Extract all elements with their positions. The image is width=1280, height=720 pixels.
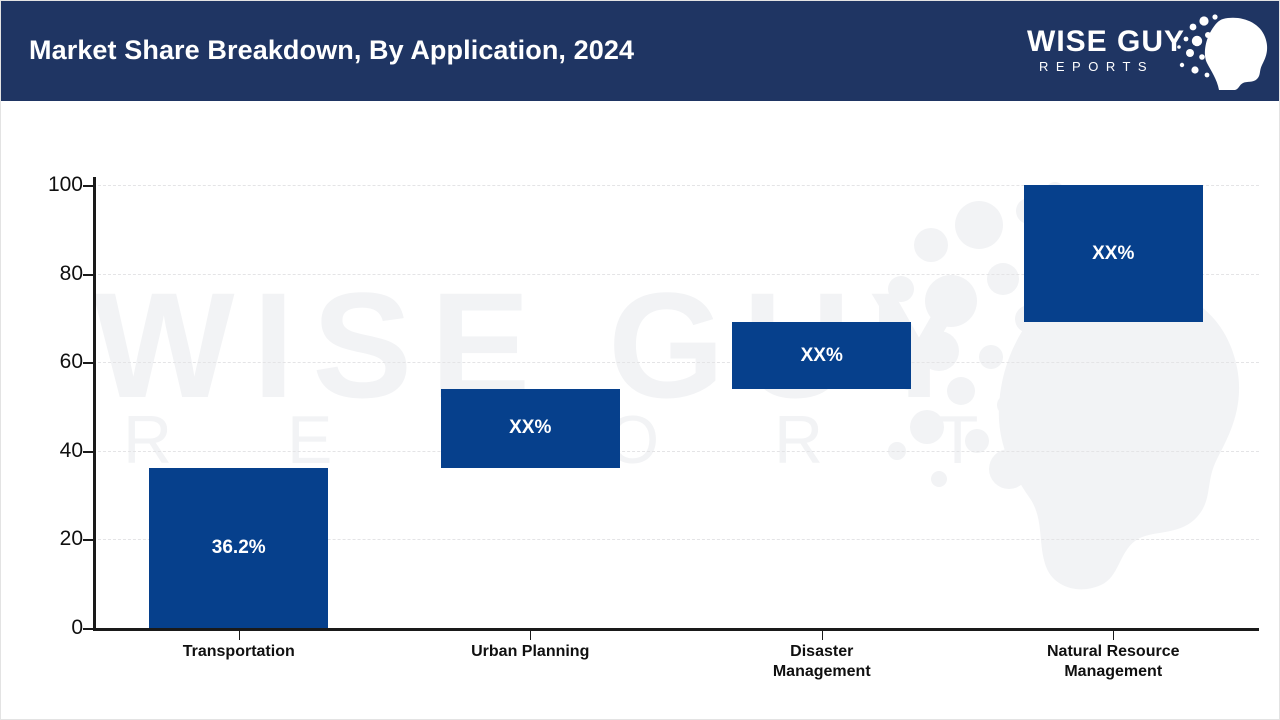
logo-wordmark: WISE GUY xyxy=(1027,25,1186,58)
chart-plot-area: WISE GUY R E P O R T S xyxy=(1,101,1279,719)
gridline xyxy=(93,450,1259,452)
bar-value-label: XX% xyxy=(800,344,843,366)
bar-1[interactable]: 36.2% xyxy=(149,467,329,628)
y-tick-mark xyxy=(83,539,93,542)
y-axis-line xyxy=(93,177,96,629)
bar-3[interactable]: XX% xyxy=(732,322,912,389)
x-tick-mark xyxy=(821,630,823,640)
y-tick-label: 20 xyxy=(59,527,83,551)
header-bar: Market Share Breakdown, By Application, … xyxy=(1,1,1279,101)
category-label-1: Transportation xyxy=(182,643,295,660)
y-tick-mark xyxy=(83,273,93,276)
bar-value-label: XX% xyxy=(509,417,552,439)
dotted-head-silhouette-icon xyxy=(1177,14,1268,90)
y-tick-label: 0 xyxy=(71,616,83,639)
y-tick-label: 100 xyxy=(47,173,83,196)
bar-value-label: XX% xyxy=(1092,242,1135,264)
y-tick-label: 40 xyxy=(59,438,83,462)
y-tick-mark xyxy=(83,362,93,365)
x-axis-line xyxy=(93,628,1259,631)
category-label-4: Natural Resource Management xyxy=(1047,643,1180,680)
category-label-2: Urban Planning xyxy=(471,643,590,660)
x-tick-mark xyxy=(1113,630,1115,640)
gridline xyxy=(93,273,1259,275)
bar-2[interactable]: XX% xyxy=(440,388,620,468)
gridline xyxy=(93,185,1259,186)
y-tick-mark xyxy=(83,628,93,630)
logo-subwordmark: REPORTS xyxy=(1039,59,1155,74)
y-tick-label: 60 xyxy=(59,350,83,374)
y-tick-label: 80 xyxy=(59,261,83,285)
bar-value-label: 36.2% xyxy=(211,536,266,558)
page-title: Market Share Breakdown, By Application, … xyxy=(29,35,635,65)
x-tick-mark xyxy=(530,630,532,640)
x-tick-mark xyxy=(238,630,240,640)
category-label-3: Disaster Management xyxy=(772,643,871,680)
gridline xyxy=(93,362,1259,364)
y-tick-mark xyxy=(83,185,93,187)
gridline xyxy=(93,539,1259,541)
y-tick-mark xyxy=(83,450,93,453)
bar-4[interactable]: XX% xyxy=(1023,185,1203,323)
wise-guy-reports-logo: WISE GUY REPORTS xyxy=(1023,11,1273,91)
